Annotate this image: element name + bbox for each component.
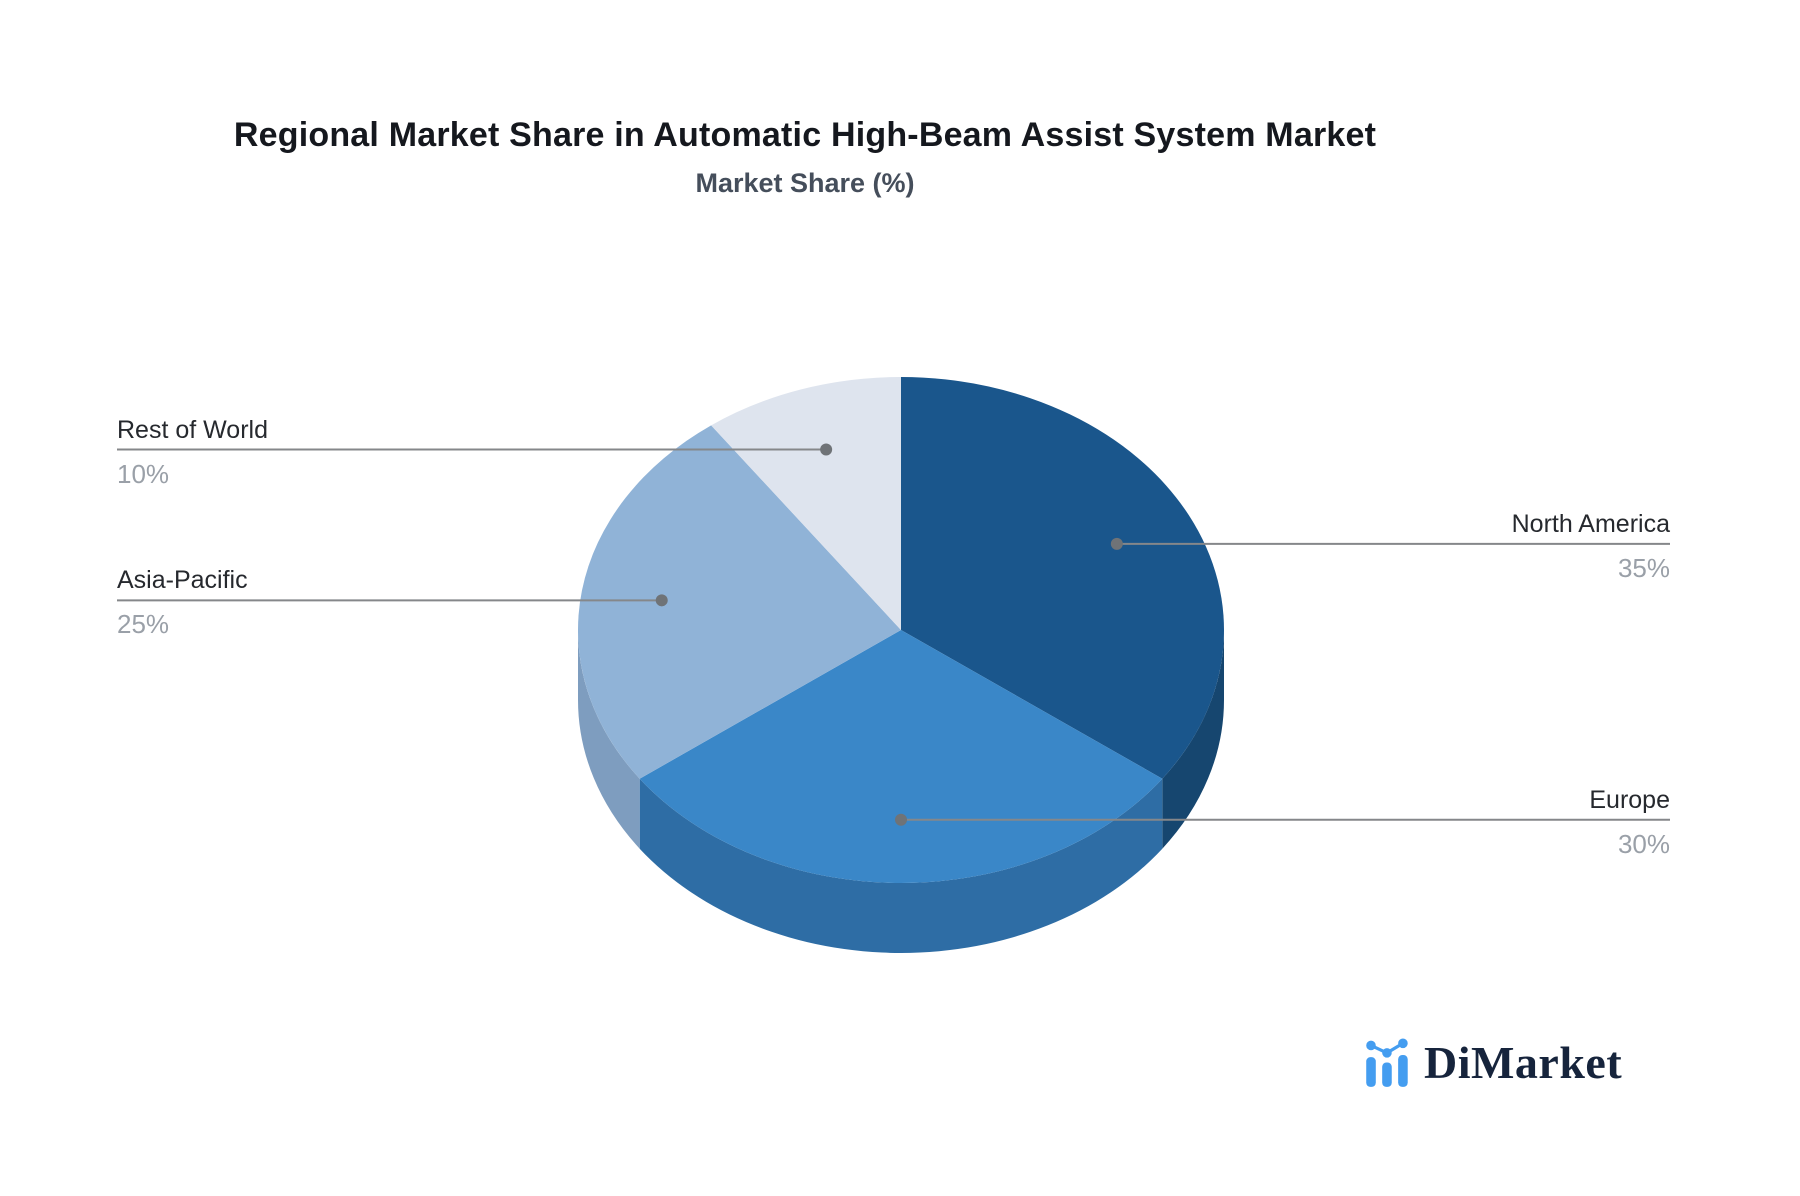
pie-slice-rest-of-world [711,377,901,630]
callout-dot-europe [895,813,907,826]
callout-label-rest-of-world: Rest of World [117,416,268,444]
callout-value-europe: 30% [1617,829,1670,859]
callout-label-asia-pacific: Asia-Pacific [117,566,248,594]
callout-dot-asia-pacific [655,594,668,607]
brand-name: DiMarket [1424,1037,1623,1088]
callout-value-rest-of-world: 10% [117,459,170,489]
chart-title: Regional Market Share in Automatic High-… [233,116,1377,154]
callout-dot-rest-of-world [820,443,833,456]
callout-label-north-america: North America [1511,510,1670,538]
pie-slice-side-north-america [1162,630,1224,849]
callout-value-asia-pacific: 25% [117,609,170,639]
dimarket-logo: DiMarket [1364,1038,1622,1088]
callout-dot-north-america [1110,537,1123,550]
callout-label-europe: Europe [1589,786,1670,814]
pie-slice-side-europe [639,778,1163,954]
pie-slice-asia-pacific [578,425,901,779]
bar-chart-trend-icon [1366,1038,1408,1087]
pie-slice-north-america [901,377,1224,779]
callout-value-north-america: 35% [1617,553,1670,583]
chart-subtitle: Market Share (%) [695,168,915,198]
pie-slice-side-asia-pacific [578,630,640,849]
